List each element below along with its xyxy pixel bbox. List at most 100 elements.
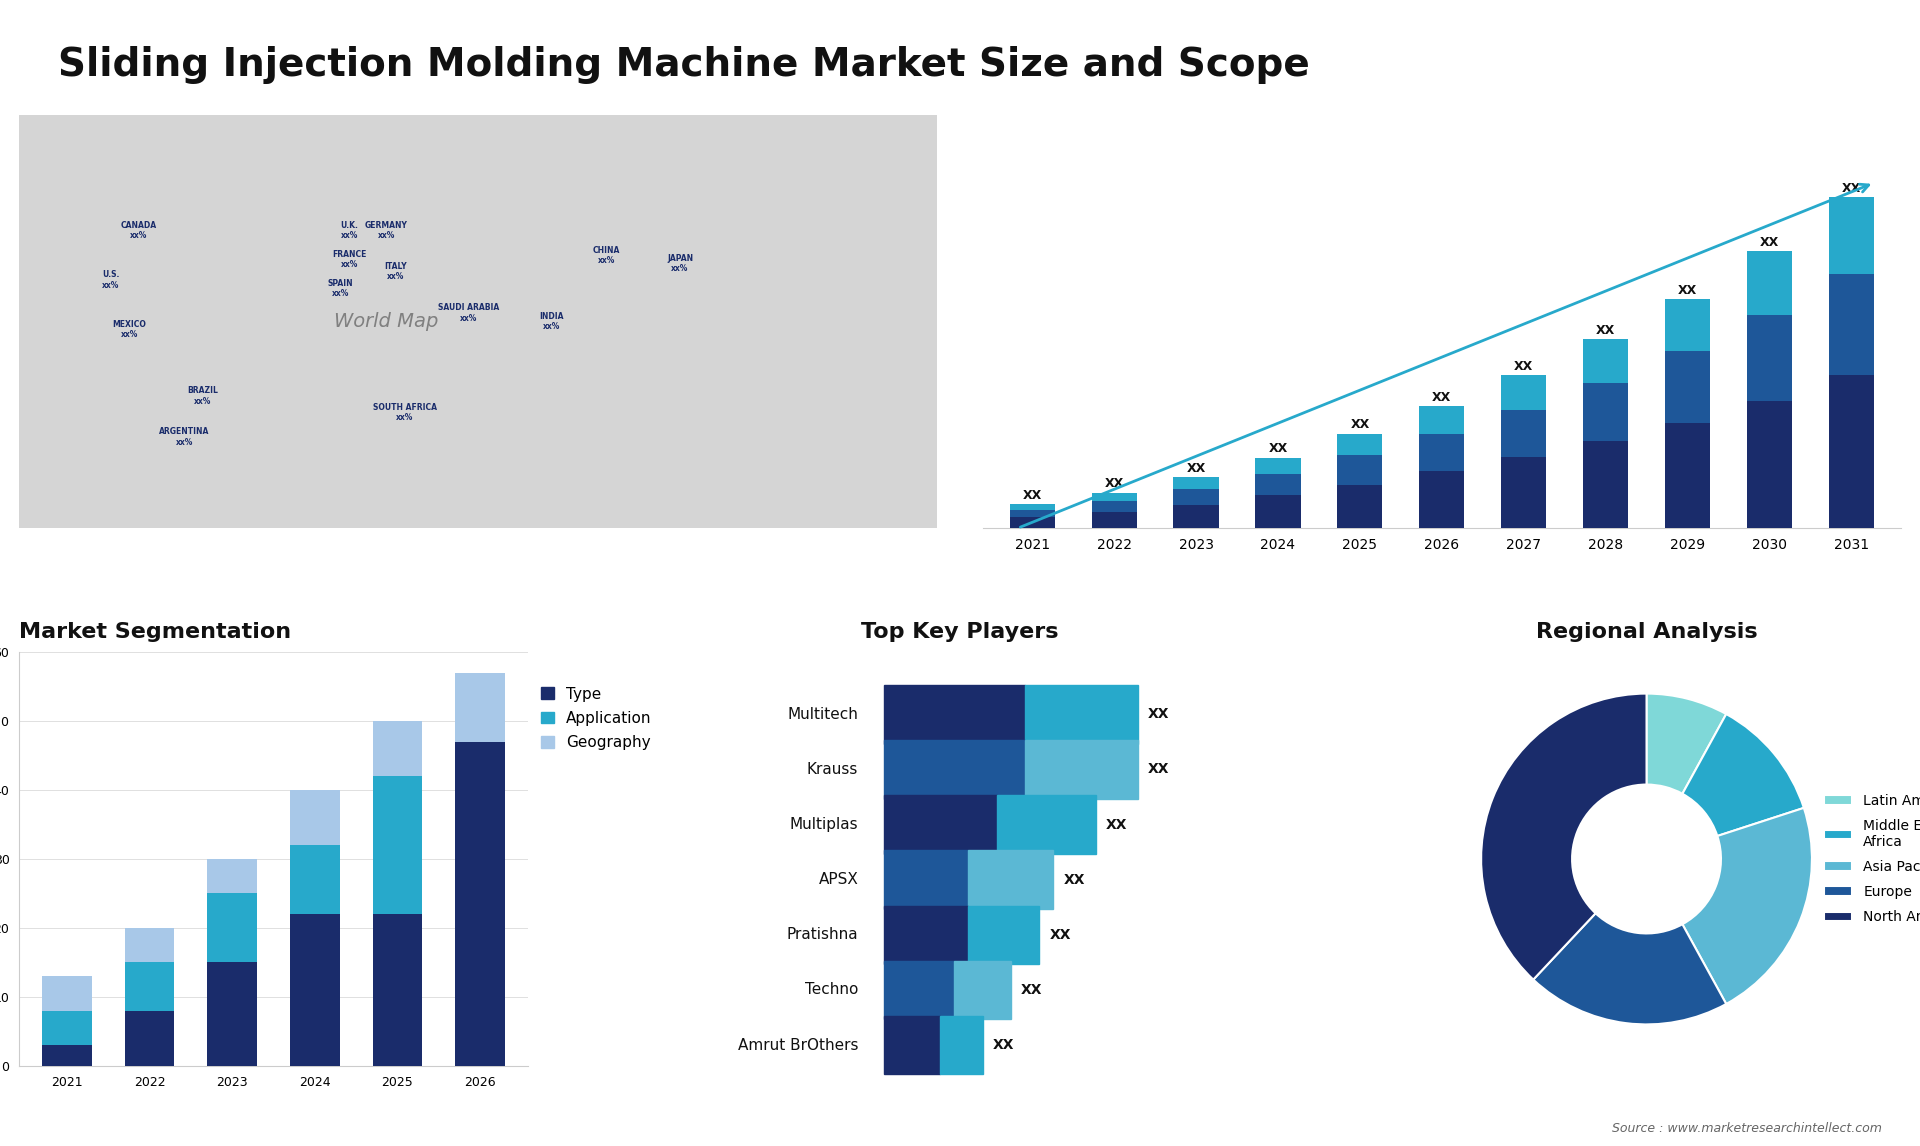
Wedge shape bbox=[1534, 913, 1726, 1025]
Text: Market Segmentation: Market Segmentation bbox=[19, 622, 292, 643]
Bar bbox=[968, 850, 1054, 909]
Bar bbox=[1747, 315, 1791, 401]
Bar bbox=[1501, 457, 1546, 528]
Bar bbox=[1092, 512, 1137, 528]
Bar bbox=[1830, 274, 1874, 376]
Text: INDIA
xx%: INDIA xx% bbox=[540, 312, 564, 331]
Text: XX: XX bbox=[1148, 762, 1169, 776]
Text: XX: XX bbox=[1148, 707, 1169, 721]
Bar bbox=[1501, 375, 1546, 409]
Bar bbox=[1256, 457, 1300, 473]
Bar bbox=[883, 960, 954, 1019]
Bar bbox=[1256, 495, 1300, 528]
Text: Pratishna: Pratishna bbox=[787, 927, 858, 942]
Bar bbox=[207, 894, 257, 963]
Text: XX: XX bbox=[1678, 284, 1697, 297]
Text: APSX: APSX bbox=[818, 872, 858, 887]
Bar bbox=[1338, 485, 1382, 528]
Bar bbox=[1173, 477, 1219, 489]
Bar bbox=[1830, 376, 1874, 528]
Bar bbox=[1419, 406, 1465, 433]
Text: XX: XX bbox=[1187, 462, 1206, 476]
Text: SPAIN
xx%: SPAIN xx% bbox=[328, 278, 353, 298]
Bar bbox=[1665, 423, 1711, 528]
Legend: Latin America, Middle East &
Africa, Asia Pacific, Europe, North America: Latin America, Middle East & Africa, Asi… bbox=[1818, 788, 1920, 929]
Bar bbox=[125, 1011, 175, 1066]
Bar bbox=[1010, 510, 1054, 517]
Bar bbox=[1173, 505, 1219, 528]
Bar bbox=[1747, 401, 1791, 528]
Bar bbox=[1584, 339, 1628, 383]
Title: Top Key Players: Top Key Players bbox=[862, 622, 1058, 643]
Bar bbox=[42, 1045, 92, 1066]
Bar bbox=[1419, 471, 1465, 528]
Bar bbox=[290, 915, 340, 1066]
Wedge shape bbox=[1647, 693, 1726, 794]
Bar bbox=[941, 1015, 983, 1074]
Text: GERMANY
xx%: GERMANY xx% bbox=[365, 221, 407, 241]
Bar bbox=[883, 685, 1025, 744]
Text: ITALY
xx%: ITALY xx% bbox=[384, 262, 407, 282]
Bar bbox=[290, 790, 340, 846]
Title: Regional Analysis: Regional Analysis bbox=[1536, 622, 1757, 643]
Bar bbox=[1584, 441, 1628, 528]
Text: JAPAN
xx%: JAPAN xx% bbox=[666, 253, 693, 273]
Bar bbox=[1010, 517, 1054, 528]
Bar bbox=[1665, 352, 1711, 423]
Bar bbox=[1584, 383, 1628, 441]
Bar bbox=[1501, 409, 1546, 457]
Text: CANADA
xx%: CANADA xx% bbox=[121, 221, 157, 241]
Bar bbox=[207, 963, 257, 1066]
Bar bbox=[1338, 433, 1382, 455]
Bar bbox=[1092, 501, 1137, 512]
Bar bbox=[372, 721, 422, 776]
Text: XX: XX bbox=[1023, 489, 1043, 502]
Bar bbox=[1010, 504, 1054, 510]
Text: Sliding Injection Molding Machine Market Size and Scope: Sliding Injection Molding Machine Market… bbox=[58, 46, 1309, 84]
Text: U.S.
xx%: U.S. xx% bbox=[102, 270, 119, 290]
Bar bbox=[455, 741, 505, 1066]
Bar bbox=[968, 905, 1039, 964]
Legend: Type, Application, Geography: Type, Application, Geography bbox=[536, 681, 657, 756]
Bar bbox=[372, 776, 422, 915]
Text: World Map: World Map bbox=[334, 312, 438, 331]
Bar bbox=[207, 860, 257, 894]
Text: Multitech: Multitech bbox=[787, 707, 858, 722]
Bar bbox=[883, 1015, 941, 1074]
Bar bbox=[1338, 455, 1382, 485]
Text: ARGENTINA
xx%: ARGENTINA xx% bbox=[159, 427, 209, 447]
Text: XX: XX bbox=[1841, 182, 1860, 195]
Text: XX: XX bbox=[1350, 418, 1369, 431]
Bar bbox=[883, 740, 1025, 799]
Wedge shape bbox=[1480, 693, 1647, 980]
Text: U.K.
xx%: U.K. xx% bbox=[340, 221, 359, 241]
Bar bbox=[42, 1011, 92, 1045]
Bar bbox=[290, 846, 340, 915]
Text: Amrut BrOthers: Amrut BrOthers bbox=[737, 1037, 858, 1053]
Text: Multiplas: Multiplas bbox=[789, 817, 858, 832]
Text: XX: XX bbox=[1269, 442, 1288, 455]
Bar bbox=[1747, 251, 1791, 315]
Text: CHINA
xx%: CHINA xx% bbox=[593, 245, 620, 265]
Bar bbox=[1025, 685, 1139, 744]
Text: XX: XX bbox=[1021, 983, 1043, 997]
Text: XX: XX bbox=[993, 1038, 1014, 1052]
Text: XX: XX bbox=[1432, 391, 1452, 403]
Bar bbox=[125, 928, 175, 963]
Text: XX: XX bbox=[1596, 324, 1615, 337]
Bar bbox=[883, 905, 968, 964]
Bar bbox=[1025, 740, 1139, 799]
Bar bbox=[455, 673, 505, 741]
Bar bbox=[1665, 299, 1711, 352]
Text: XX: XX bbox=[1104, 478, 1123, 490]
Bar bbox=[996, 795, 1096, 854]
Bar bbox=[883, 850, 968, 909]
Text: FRANCE
xx%: FRANCE xx% bbox=[332, 250, 367, 269]
Bar bbox=[883, 795, 996, 854]
Bar bbox=[1256, 473, 1300, 495]
Text: XX: XX bbox=[1761, 236, 1780, 249]
Text: Krauss: Krauss bbox=[806, 762, 858, 777]
Bar bbox=[954, 960, 1010, 1019]
Bar bbox=[372, 915, 422, 1066]
Text: Source : www.marketresearchintellect.com: Source : www.marketresearchintellect.com bbox=[1611, 1122, 1882, 1135]
